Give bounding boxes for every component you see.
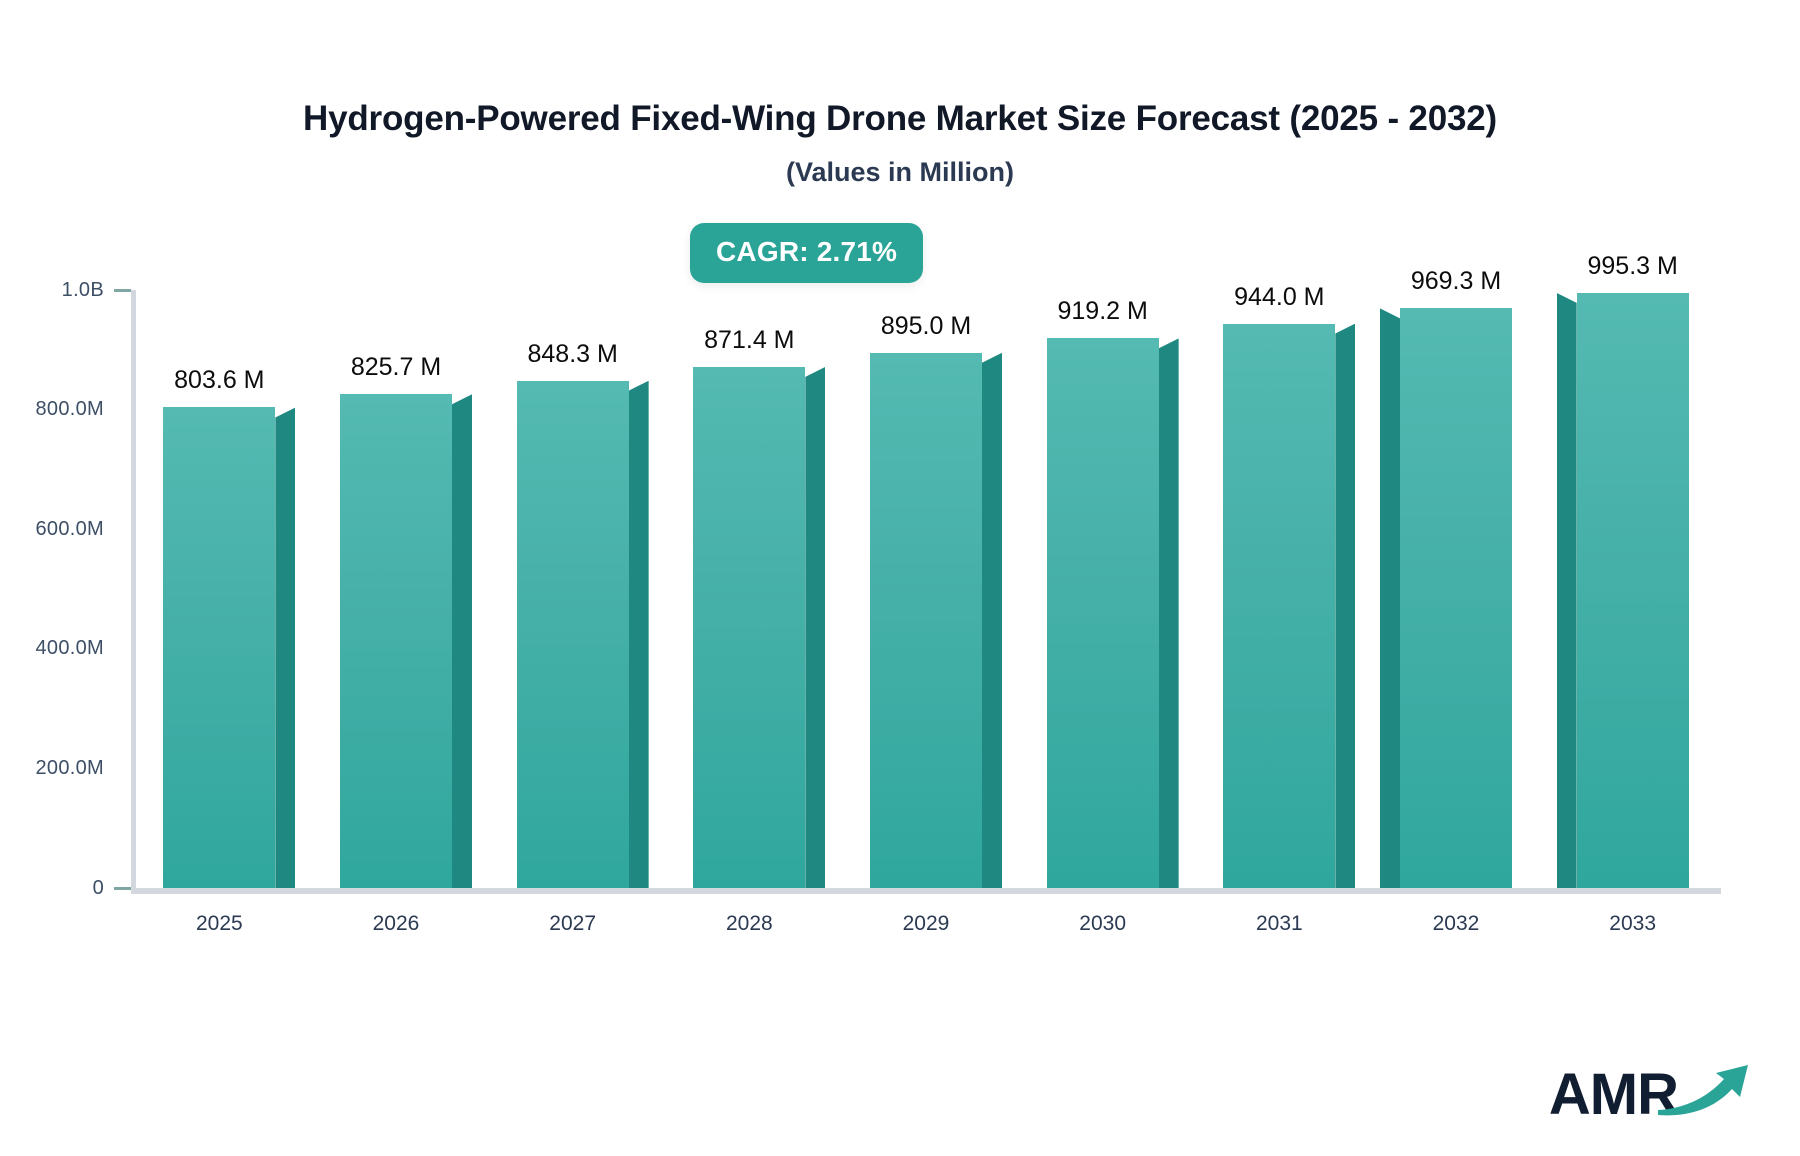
x-axis-tick-label: 2028 (725, 912, 773, 935)
bar-group: 995.3 M (1556, 252, 1689, 888)
bar-group: 969.3 M (1380, 267, 1512, 888)
y-axis-tick: 1.0B (62, 278, 131, 302)
y-axis-tick-mark (114, 288, 131, 292)
x-axis-tick-label: 2033 (1609, 912, 1657, 935)
y-axis: 1.0B 800.0M 600.0M 400.0M 200.0M 0 (0, 279, 131, 899)
bar-side-face (1158, 338, 1179, 888)
y-axis-tick: 800.0M (35, 398, 131, 422)
y-axis-tick-label: 1.0B (61, 278, 104, 301)
y-axis-tick-label: 600.0M (35, 517, 104, 540)
bar-series: 803.6 M 825.7 M 848.3 M 871.4 M 895.0 M 919.2… (131, 252, 1721, 888)
bar-value-label: 969.3 M (1410, 267, 1502, 296)
bar[interactable] (1223, 323, 1356, 888)
bar-value-label: 895.0 M (880, 311, 972, 340)
bar-value-label: 803.6 M (174, 366, 265, 395)
y-axis-tick-label: 400.0M (35, 637, 104, 660)
x-axis: 2025 2026 2027 2028 2029 2030 2031 2032 2033 (131, 912, 1721, 952)
bar[interactable] (516, 380, 649, 888)
bar-group: 803.6 M (163, 290, 296, 888)
y-axis-tick: 400.0M (35, 637, 131, 661)
x-axis-tick-label: 2030 (1079, 912, 1127, 935)
bar-front-face (340, 394, 452, 888)
x-axis-tick-label: 2031 (1255, 912, 1303, 935)
amr-logo: AMR (1549, 1050, 1752, 1124)
bar-side-face (1380, 308, 1400, 888)
growth-arrow-icon (1656, 1057, 1752, 1122)
y-axis-tick-label: 200.0M (35, 756, 104, 779)
bar-group: 871.4 M (693, 290, 826, 888)
bar[interactable] (163, 407, 296, 888)
y-axis-line (131, 290, 136, 888)
bar-side-face (982, 352, 1002, 888)
bar-side-face (628, 380, 649, 888)
bar[interactable] (870, 352, 1002, 888)
bar-value-label: 825.7 M (350, 353, 442, 382)
bar-value-label: 919.2 M (1057, 297, 1148, 326)
bar-side-face (1335, 323, 1356, 888)
bar-side-face (275, 407, 296, 888)
bar-side-face (1556, 292, 1577, 888)
bar-side-face (805, 366, 826, 888)
bar-front-face (870, 352, 982, 888)
cagr-badge: CAGR: 2.71% (690, 223, 924, 283)
bar-front-face (1576, 292, 1689, 888)
bar-side-face (452, 394, 472, 888)
x-axis-tick-label: 2032 (1432, 912, 1480, 935)
chart-subtitle: (Values in Million) (785, 157, 1015, 187)
bar-group: 848.3 M (516, 290, 649, 888)
bar-group: 919.2 M (1046, 290, 1179, 888)
bar[interactable] (1380, 308, 1512, 888)
y-axis-tick-mark (114, 886, 131, 890)
bar-front-face (1046, 338, 1159, 888)
bar-group: 944.0 M (1223, 283, 1356, 888)
plot-area (131, 290, 1721, 894)
x-axis-tick-label: 2026 (372, 912, 420, 935)
bar-value-label: 944.0 M (1234, 282, 1325, 311)
bar-value-label: 995.3 M (1587, 251, 1678, 280)
bar-value-label: 848.3 M (527, 339, 618, 368)
bar[interactable] (693, 366, 826, 888)
bar-front-face (163, 407, 276, 888)
bar-value-label: 871.4 M (704, 325, 795, 354)
bar[interactable] (340, 394, 472, 888)
bar-front-face (1400, 308, 1512, 888)
bar-front-face (1223, 323, 1336, 888)
x-axis-tick-label: 2027 (549, 912, 597, 935)
y-axis-tick: 0 (93, 876, 131, 900)
bar-group: 825.7 M (340, 290, 472, 888)
bar[interactable] (1046, 338, 1179, 888)
x-axis-line (131, 888, 1721, 894)
x-axis-tick-label: 2025 (195, 912, 243, 935)
y-axis-tick-label: 800.0M (35, 398, 104, 421)
bar-front-face (516, 380, 629, 888)
logo-text: AMR (1548, 1062, 1679, 1127)
bar-front-face (693, 366, 806, 888)
y-axis-tick-label: 0 (92, 876, 104, 899)
chart-title: Hydrogen-Powered Fixed-Wing Drone Market… (303, 99, 1497, 138)
bar[interactable] (1556, 292, 1689, 888)
x-axis-tick-label: 2029 (902, 912, 950, 935)
chart-header: Hydrogen-Powered Fixed-Wing Drone Market… (0, 98, 1800, 188)
bar-group: 895.0 M (870, 290, 1002, 888)
y-axis-tick: 200.0M (35, 756, 131, 780)
y-axis-tick: 600.0M (35, 517, 131, 541)
